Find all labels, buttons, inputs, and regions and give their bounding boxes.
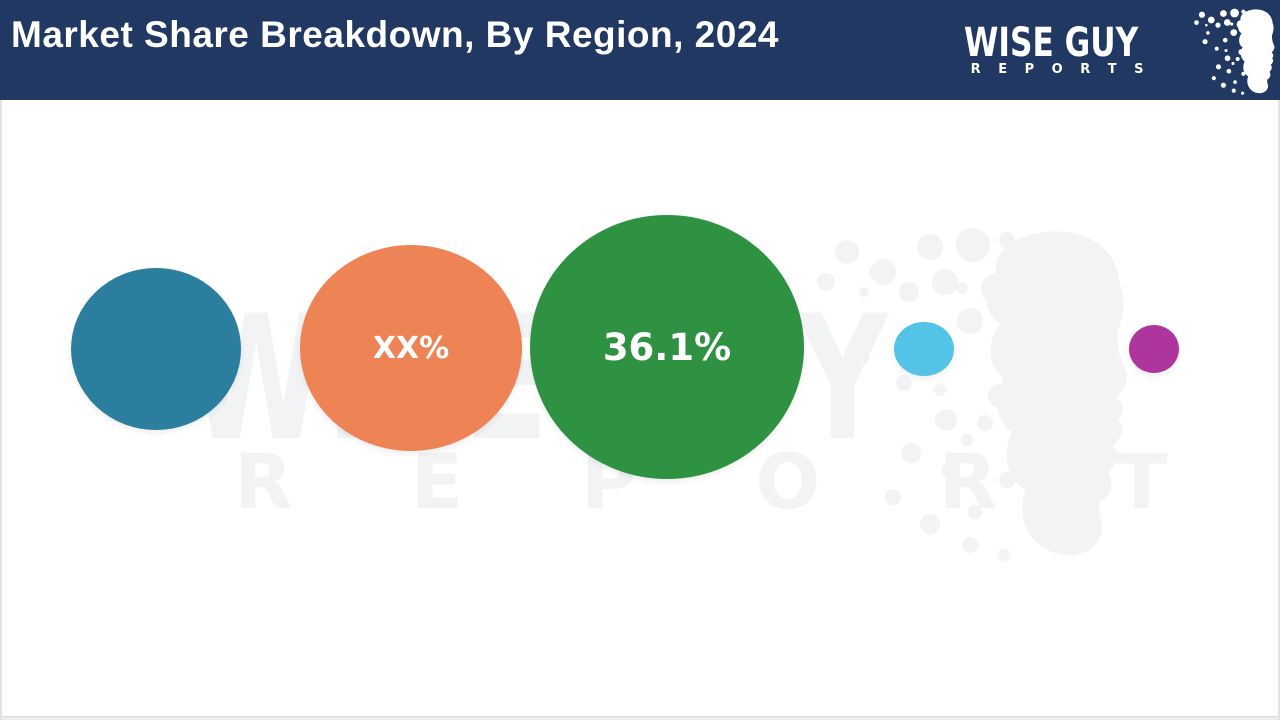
brand-logo: WISE GUY R E P O R T S [964, 0, 1277, 100]
window-bottom-edge [2, 716, 1278, 720]
chart-canvas: WISE GUY R E P O R T S North AmericaXX%E… [0, 100, 1280, 720]
bubble-south-america [894, 322, 954, 376]
brand-subtitle: R E P O R T S [970, 61, 1151, 77]
brand-logo-text: WISE GUY R E P O R T S [963, 19, 1187, 77]
watermark-face-icon [817, 228, 1128, 561]
bubble-value-label: 36.1% [602, 325, 732, 369]
bubble-north-america [71, 268, 241, 430]
brand-face-icon [1194, 8, 1275, 95]
bubble-apac: 36.1% [530, 215, 804, 479]
bubble-europe: XX% [300, 245, 522, 451]
bubble-mea [1129, 325, 1179, 373]
page-title: Market Share Breakdown, By Region, 2024 [11, 14, 779, 55]
header: Market Share Breakdown, By Region, 2024 … [0, 0, 1280, 100]
bubble-value-label: XX% [372, 330, 450, 366]
brand-name: WISE GUY [963, 19, 1138, 66]
